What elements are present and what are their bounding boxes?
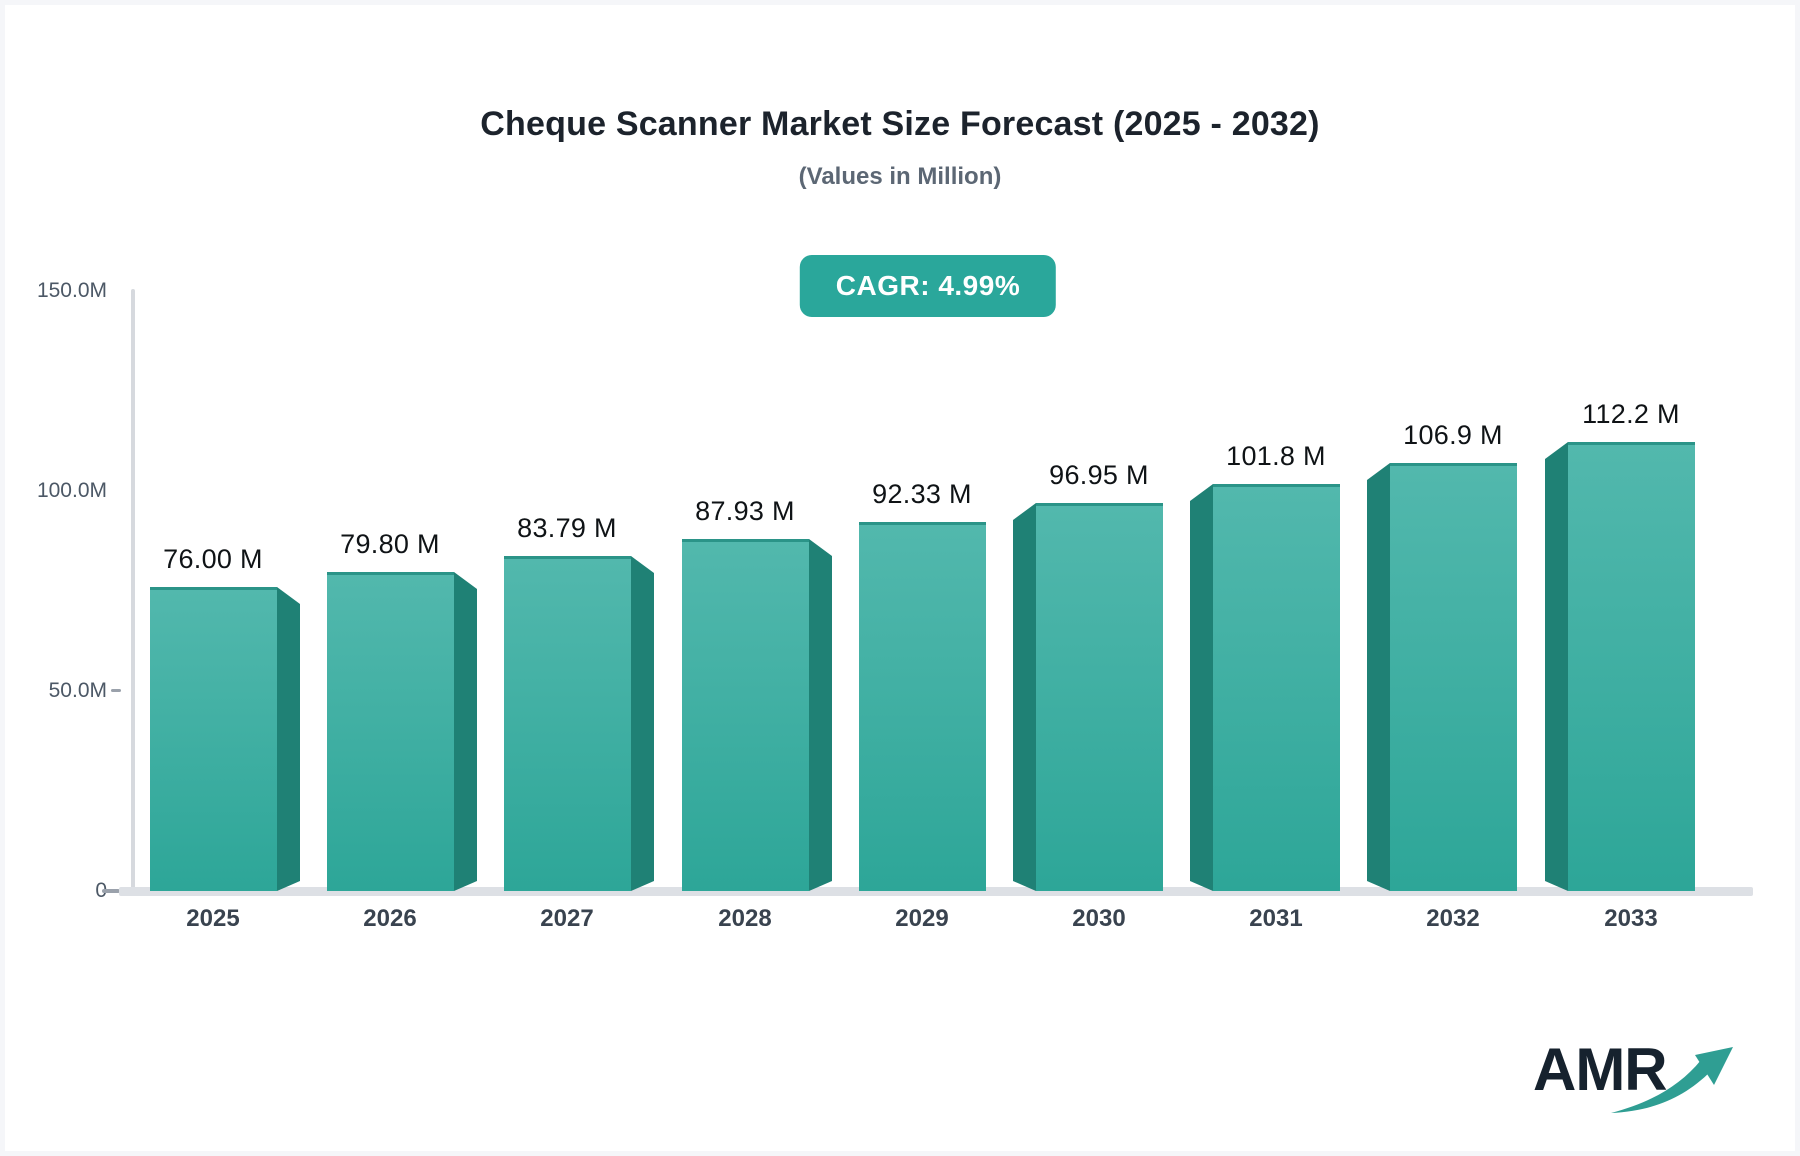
- y-axis-tick-label-50: 50.0M: [48, 679, 107, 702]
- x-axis-label-2025: 2025: [186, 905, 240, 932]
- bar-side-face-2028: [809, 539, 832, 891]
- bar-2028: [682, 539, 809, 891]
- bar-side-face-2027: [631, 556, 654, 891]
- x-axis-label-2032: 2032: [1426, 905, 1480, 932]
- chart-title: Cheque Scanner Market Size Forecast (202…: [480, 105, 1320, 143]
- bar-value-label-2033: 112.2 M: [1582, 399, 1680, 429]
- x-axis-label-2029: 2029: [895, 905, 949, 932]
- chart-subtitle: (Values in Million): [798, 163, 1002, 190]
- bar-2030: [1036, 503, 1163, 891]
- bar-side-face-2025: [277, 587, 300, 891]
- chart-card: Cheque Scanner Market Size Forecast (202…: [5, 5, 1795, 1151]
- y-axis-tick-mark-0: [102, 889, 120, 893]
- bar-side-face-2026: [454, 572, 477, 891]
- bar-side-face-2030: [1013, 503, 1036, 891]
- brand-logo: AMR: [1533, 1035, 1733, 1125]
- x-axis-label-2033: 2033: [1604, 905, 1658, 932]
- bar-side-face-2032: [1367, 463, 1390, 891]
- bar-value-label-2027: 83.79 M: [517, 513, 617, 543]
- y-axis-tick-label-0: 0: [9, 878, 107, 904]
- x-axis-label-2030: 2030: [1072, 905, 1126, 932]
- y-axis-tick-label-100: 100.0M: [36, 479, 107, 502]
- x-axis-label-2031: 2031: [1249, 905, 1303, 932]
- y-axis-line: [131, 289, 135, 893]
- bar-2029: [859, 522, 986, 891]
- growth-arrow-icon: [1611, 1047, 1733, 1113]
- bar-value-label-2029: 92.33 M: [872, 479, 972, 509]
- bar-value-label-2026: 79.80 M: [340, 529, 440, 559]
- brand-logo-text: AMR: [1533, 1036, 1668, 1103]
- bar-value-label-2025: 76.00 M: [163, 544, 263, 574]
- x-axis-label-2026: 2026: [363, 905, 417, 932]
- bar-value-label-2032: 106.9 M: [1403, 420, 1503, 450]
- bar-2032: [1390, 463, 1517, 891]
- bar-2033: [1568, 442, 1695, 891]
- bar-side-face-2033: [1545, 442, 1568, 891]
- bar-value-label-2031: 101.8 M: [1226, 441, 1326, 471]
- cagr-badge: CAGR: 4.99%: [799, 255, 1057, 317]
- x-axis-label-2027: 2027: [540, 905, 594, 932]
- x-axis-baseline: [119, 887, 1753, 896]
- x-axis-label-2028: 2028: [718, 905, 772, 932]
- y-axis-tick-mark-50: [111, 689, 121, 692]
- bar-2031: [1213, 484, 1340, 891]
- bar-side-face-2031: [1190, 484, 1213, 891]
- bar-2026: [327, 572, 454, 891]
- bar-2027: [504, 556, 631, 891]
- bar-value-label-2028: 87.93 M: [695, 496, 795, 526]
- bar-value-label-2030: 96.95 M: [1049, 460, 1149, 490]
- y-axis-tick-label-150: 150.0M: [36, 279, 107, 302]
- bar-2025: [150, 587, 277, 891]
